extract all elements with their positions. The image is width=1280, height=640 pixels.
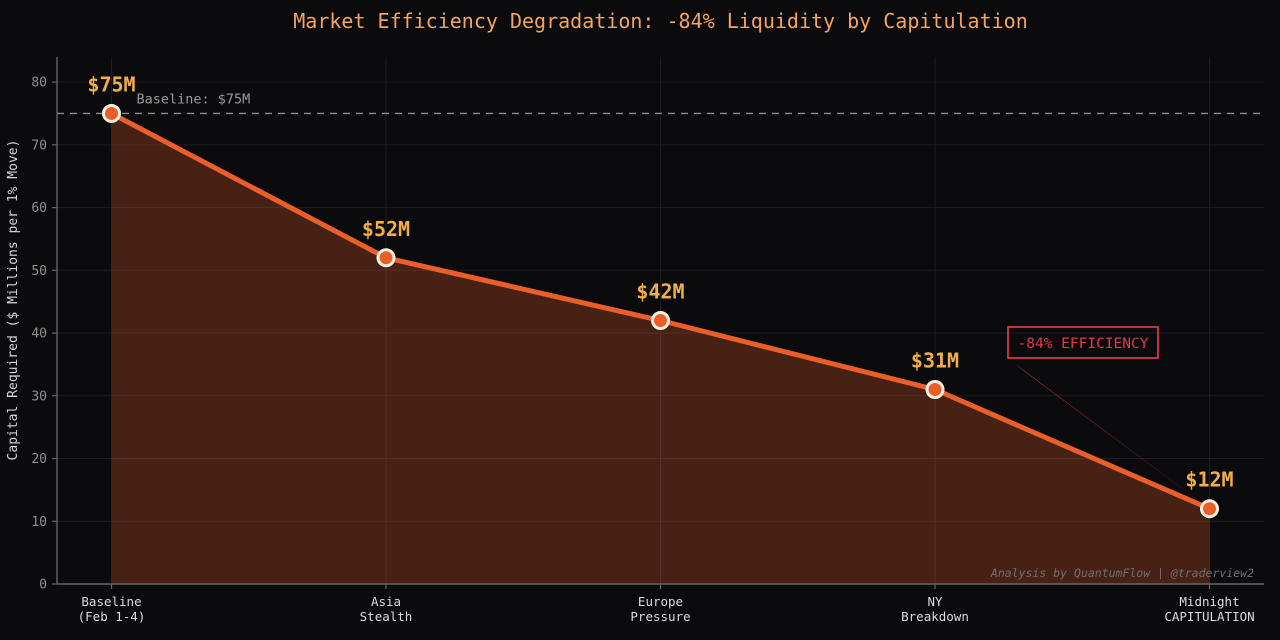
annotation-arrow: [1014, 363, 1207, 507]
chart-title: Market Efficiency Degradation: -84% Liqu…: [293, 9, 1028, 33]
data-point-marker: [651, 311, 670, 330]
y-tick-label: 0: [39, 578, 47, 593]
y-tick-label: 10: [31, 515, 47, 530]
watermark: Analysis by QuantumFlow | @traderview2: [990, 566, 1254, 580]
baseline-label: Baseline: $75M: [137, 91, 251, 107]
annotation-box: [1007, 326, 1159, 359]
y-tick-label: 70: [31, 138, 47, 153]
y-tick-label: 50: [31, 264, 47, 279]
data-point-marker: [1200, 499, 1219, 519]
x-tick-label: Baseline (Feb 1-4): [78, 594, 146, 624]
y-axis-label: Capital Required ($ Millions per 1% Move…: [6, 140, 21, 461]
x-tick-label: Midnight CAPITULATION: [1164, 594, 1254, 624]
y-tick-label: 30: [31, 389, 47, 404]
annotation-label: -84% EFFICIENCY: [1018, 336, 1149, 352]
data-point-label: $52M: [362, 217, 410, 241]
area-fill: [111, 113, 1210, 584]
y-tick-label: 80: [31, 76, 47, 91]
x-tick-label: Europe Pressure: [630, 594, 690, 624]
x-tick-label: NY Breakdown: [901, 594, 969, 624]
data-point-label: $12M: [1185, 468, 1233, 492]
data-point-marker: [376, 248, 396, 268]
y-tick-label: 60: [31, 201, 47, 216]
data-point-marker: [102, 103, 121, 123]
data-point-label: $75M: [87, 72, 135, 96]
y-tick-label: 40: [31, 327, 47, 342]
data-point-label: $31M: [911, 349, 959, 373]
data-point-marker: [925, 380, 945, 400]
x-tick-label: Asia Stealth: [360, 594, 413, 624]
data-point-label: $42M: [636, 280, 684, 304]
y-tick-label: 20: [31, 452, 47, 467]
